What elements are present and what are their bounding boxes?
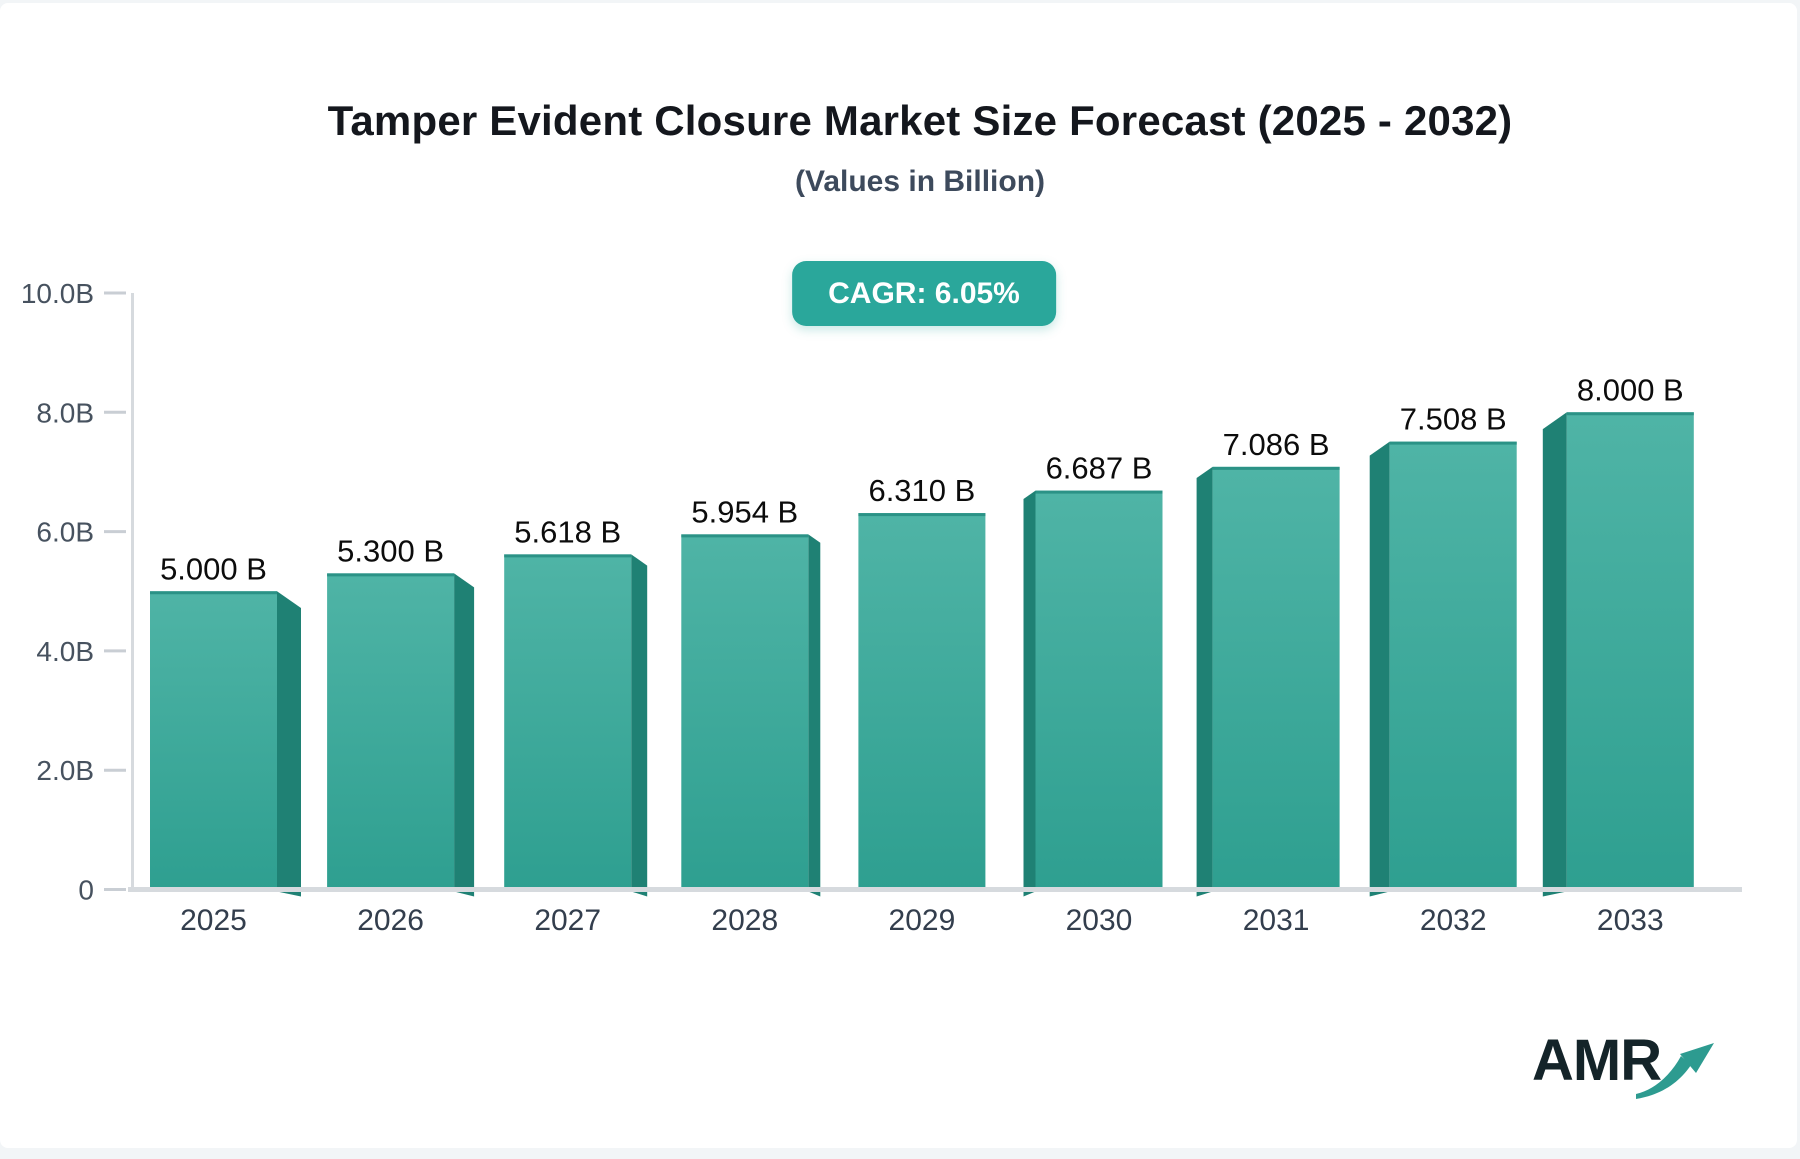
bar-value-label: 6.310 B: [868, 473, 975, 508]
bar-front-face: [150, 591, 277, 892]
bar-2033: [1542, 412, 1694, 897]
y-tick-label: 8.0B: [36, 397, 94, 428]
x-axis-label: 2028: [711, 904, 778, 937]
bar-2031: [1196, 466, 1340, 897]
bar-front-face: [1389, 441, 1517, 892]
bar-front-face: [1035, 490, 1163, 892]
bar-2028: [681, 534, 821, 897]
bar-side-face: [631, 554, 648, 897]
labels-group: 5.000 B 2025 5.300 B 2026 5.618 B 2027 5.954 B…: [160, 372, 1684, 937]
bar-side-face: [1023, 490, 1036, 897]
x-axis-label: 2027: [534, 904, 601, 937]
y-tick-label: 2.0B: [36, 755, 94, 786]
bar-value-label: 7.086 B: [1223, 427, 1330, 462]
bar-side-face: [454, 573, 475, 897]
bar-value-label: 5.300 B: [337, 533, 444, 568]
y-tick-label: 0: [78, 875, 94, 906]
x-axis-label: 2030: [1066, 904, 1133, 937]
bar-front-face: [858, 513, 986, 892]
bar-side-face: [1542, 412, 1567, 897]
chart-title: Tamper Evident Closure Market Size Forec…: [327, 97, 1513, 144]
y-tick-label: 6.0B: [36, 517, 94, 548]
bar-value-label: 5.000 B: [160, 551, 267, 586]
bar-2029: [858, 513, 986, 892]
bar-value-label: 8.000 B: [1577, 372, 1684, 407]
bar-side-face: [277, 591, 301, 897]
x-axis-label: 2026: [357, 904, 424, 937]
bar-2032: [1369, 441, 1517, 897]
bar-value-label: 5.618 B: [514, 514, 621, 549]
axis-group: 0 2.0B 4.0B 6.0B 8.0B 10.0B: [21, 278, 1742, 906]
bar-2027: [504, 554, 648, 897]
x-axis-label: 2032: [1420, 904, 1487, 937]
bar-side-face: [1369, 441, 1390, 897]
bar-2025: [150, 591, 301, 897]
growth-arrow-icon: [1636, 1043, 1714, 1099]
chart-subtitle: (Values in Billion): [794, 165, 1046, 198]
bar-side-face: [1196, 466, 1213, 897]
x-axis-label: 2031: [1243, 904, 1310, 937]
y-tick-label: 10.0B: [21, 278, 94, 309]
bar-side-face: [808, 534, 821, 897]
x-axis-label: 2033: [1597, 904, 1664, 937]
bar-value-label: 5.954 B: [691, 494, 798, 529]
amr-logo-text: AMR: [1532, 1028, 1662, 1093]
bar-2030: [1023, 490, 1163, 897]
bar-front-face: [504, 554, 632, 892]
bar-value-label: 6.687 B: [1046, 451, 1153, 486]
amr-logo: AMR: [1532, 1028, 1714, 1111]
bar-front-face: [327, 573, 455, 892]
bar-value-label: 7.508 B: [1400, 402, 1507, 437]
y-tick-label: 4.0B: [36, 636, 94, 667]
bar-chart-canvas: 0 2.0B 4.0B 6.0B 8.0B 10.0B 5.000 B 2025 5.300 …: [21, 278, 1742, 937]
bar-2026: [327, 573, 475, 897]
bar-front-face: [1212, 466, 1340, 892]
x-axis-label: 2029: [889, 904, 956, 937]
cagr-badge: CAGR: 6.05%: [792, 261, 1056, 326]
bar-front-face: [1566, 412, 1694, 892]
x-axis-label: 2025: [180, 904, 247, 937]
bars-group: [150, 412, 1694, 897]
bar-front-face: [681, 534, 809, 892]
chart-card: Tamper Evident Closure Market Size Forec…: [0, 3, 1797, 1148]
